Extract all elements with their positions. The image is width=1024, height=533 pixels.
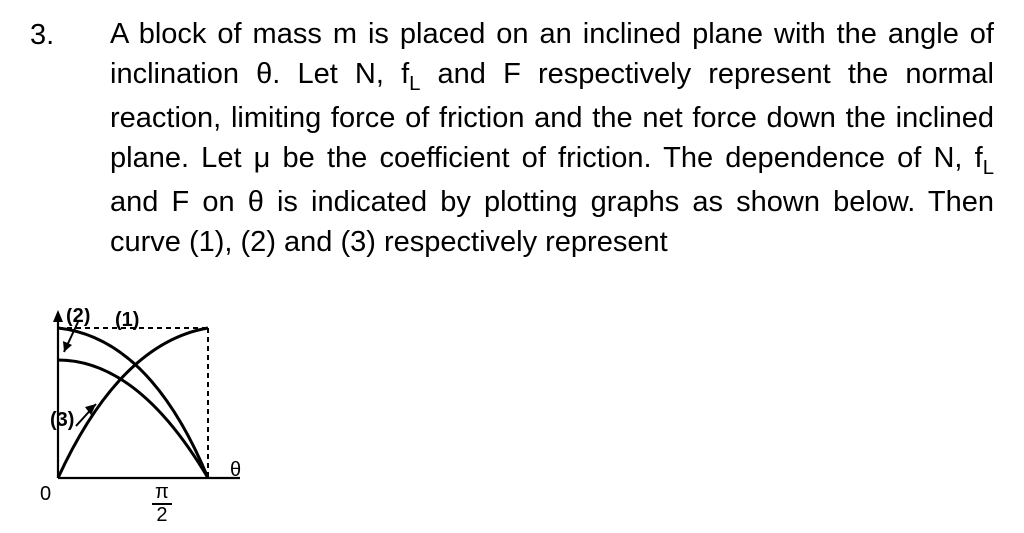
question-row: 3. A block of mass m is placed on an inc… bbox=[30, 14, 994, 262]
question-number: 3. bbox=[30, 14, 70, 55]
curve-2-label: (2) bbox=[66, 308, 90, 327]
x-tick-pi-over-2: π 2 bbox=[152, 482, 172, 526]
origin-label: 0 bbox=[40, 483, 51, 505]
x-axis-symbol: θ bbox=[230, 459, 241, 481]
qtext-sub-1: L bbox=[409, 73, 420, 95]
question-text: A block of mass m is placed on an inclin… bbox=[110, 14, 994, 262]
frac-num: π bbox=[152, 482, 172, 505]
graph-figure: (1) (2) (3) 0 θ π 2 bbox=[30, 308, 270, 528]
qtext-seg-4: and F on θ is indicated by plotting grap… bbox=[110, 186, 994, 258]
curve-3-label: (3) bbox=[50, 409, 74, 431]
frac-den: 2 bbox=[152, 505, 172, 526]
qtext-sub-3: L bbox=[983, 157, 994, 179]
curve-1-label: (1) bbox=[115, 309, 139, 331]
